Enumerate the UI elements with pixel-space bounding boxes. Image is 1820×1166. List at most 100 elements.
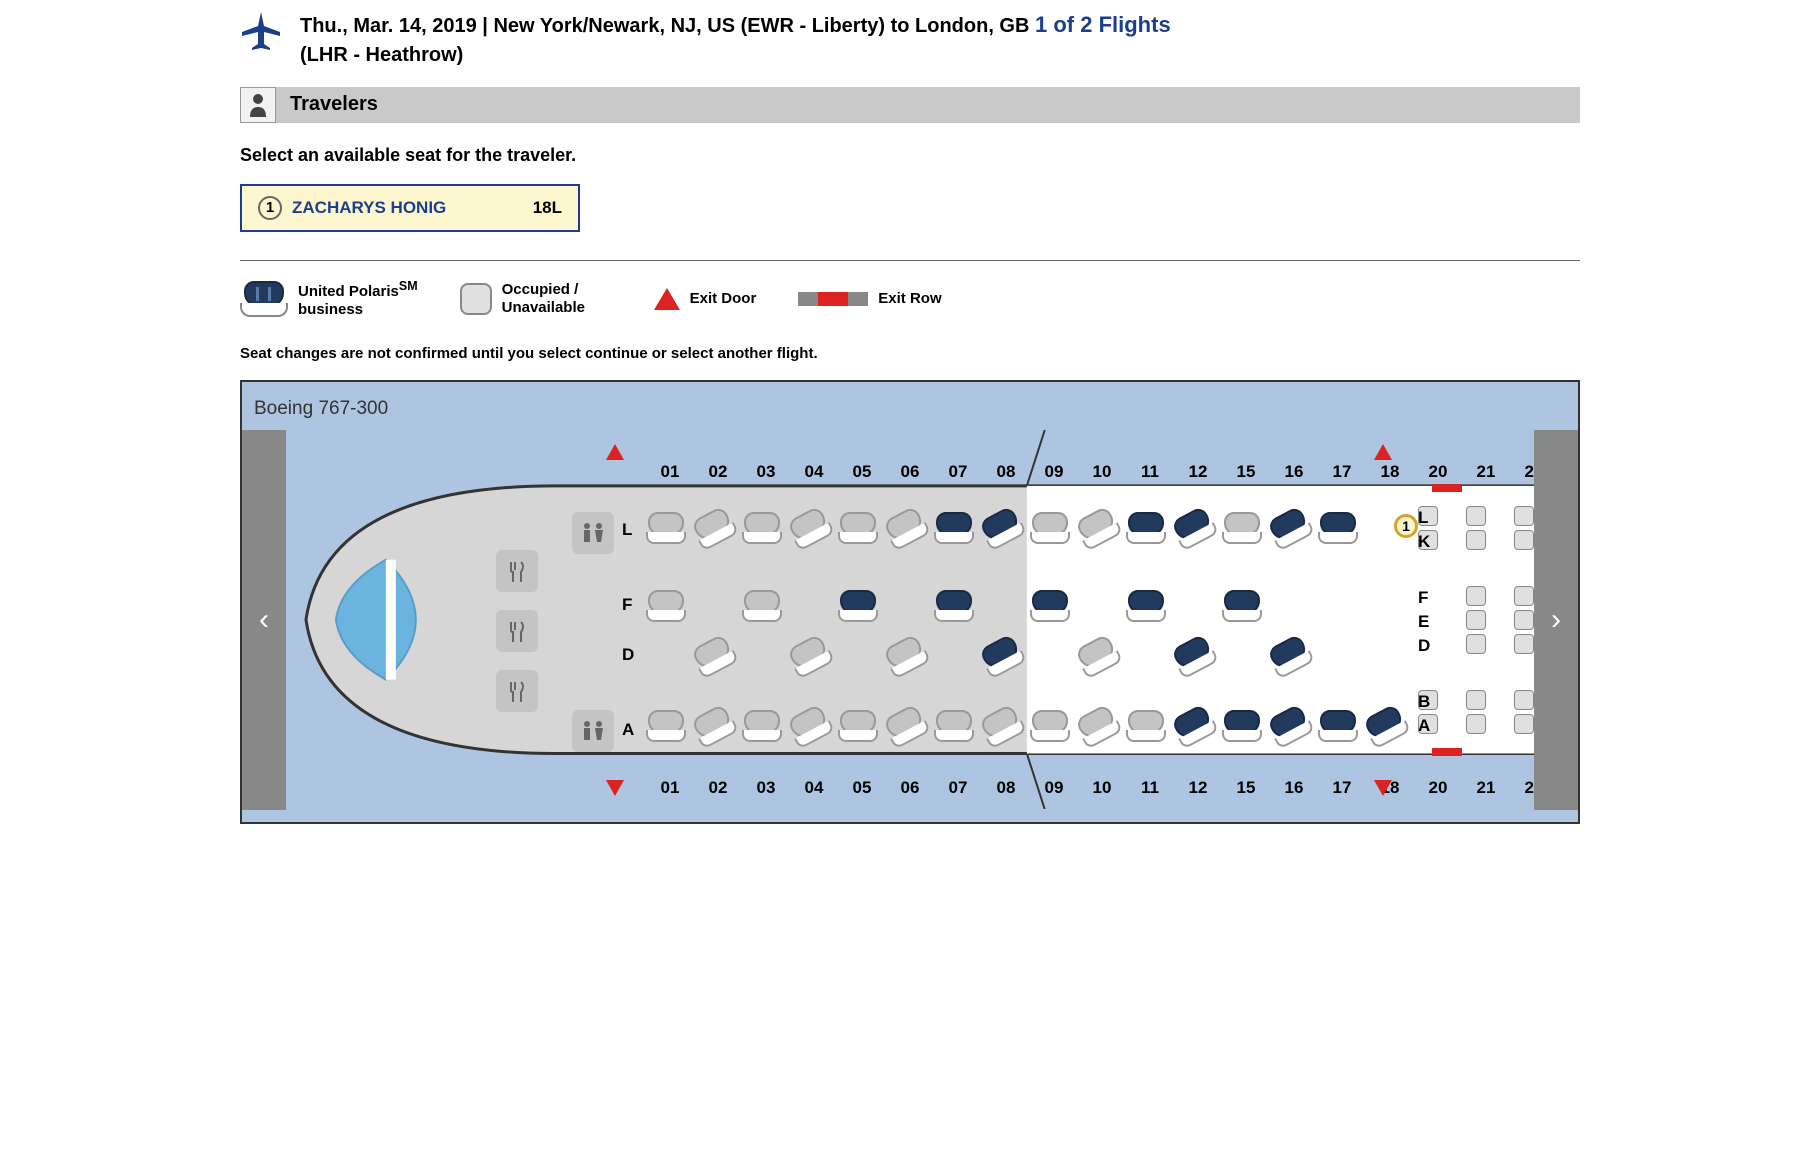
airplane-icon <box>240 10 282 52</box>
travelers-section-header: Travelers <box>240 87 1580 123</box>
exit-door-marker <box>1374 444 1392 460</box>
economy-seat[interactable] <box>1466 714 1486 734</box>
economy-seat[interactable] <box>1514 690 1534 710</box>
polaris-seat <box>742 710 782 742</box>
exit-door-marker <box>606 780 624 796</box>
column-label: 02 <box>694 462 742 482</box>
economy-seat[interactable] <box>1514 634 1534 654</box>
polaris-seat <box>1030 710 1070 742</box>
column-label: 09 <box>1030 462 1078 482</box>
exit-door-marker <box>1374 780 1392 796</box>
economy-seat[interactable] <box>1514 530 1534 550</box>
column-label: 01 <box>646 462 694 482</box>
person-icon <box>248 93 268 117</box>
seatmap-scroll-right[interactable]: › <box>1534 430 1578 810</box>
fuselage-outline <box>286 430 1534 809</box>
polaris-seat[interactable] <box>934 512 974 544</box>
polaris-seat[interactable] <box>838 590 878 622</box>
row-label: L <box>1418 508 1428 528</box>
column-label: 10 <box>1078 778 1126 798</box>
polaris-seat[interactable] <box>1126 590 1166 622</box>
column-label: 20 <box>1414 462 1462 482</box>
column-label: 06 <box>886 778 934 798</box>
selected-seat-marker[interactable]: 1 <box>1394 514 1418 538</box>
polaris-seat[interactable] <box>1318 512 1358 544</box>
column-label: 05 <box>838 462 886 482</box>
seat-legend: United PolarisSMbusiness Occupied / Unav… <box>240 279 1580 319</box>
column-label: 04 <box>790 778 838 798</box>
column-label: 21 <box>1462 462 1510 482</box>
column-label: 18 <box>1366 462 1414 482</box>
polaris-seat[interactable] <box>1222 710 1262 742</box>
column-label: 09 <box>1030 778 1078 798</box>
column-label: 12 <box>1174 462 1222 482</box>
column-label: 15 <box>1222 778 1270 798</box>
exit-row-icon <box>798 292 868 306</box>
row-label: A <box>1418 716 1430 736</box>
economy-seat[interactable] <box>1466 586 1486 606</box>
economy-seat[interactable] <box>1514 610 1534 630</box>
column-label: 17 <box>1318 778 1366 798</box>
column-label: 08 <box>982 778 1030 798</box>
polaris-seat <box>1126 710 1166 742</box>
occupied-seat-icon <box>460 283 492 315</box>
polaris-seat[interactable] <box>1318 710 1358 742</box>
column-label: 06 <box>886 462 934 482</box>
column-label: 10 <box>1078 462 1126 482</box>
traveler-seat: 18L <box>533 198 562 218</box>
economy-seat[interactable] <box>1514 586 1534 606</box>
row-label: A <box>622 720 634 740</box>
economy-seat[interactable] <box>1514 506 1534 526</box>
exit-door-marker <box>606 444 624 460</box>
polaris-seat[interactable] <box>1126 512 1166 544</box>
legend-exit-row: Exit Row <box>878 290 941 308</box>
row-label: D <box>622 645 634 665</box>
polaris-seat <box>838 710 878 742</box>
galley-icon <box>496 610 538 652</box>
traveler-card[interactable]: 1 ZACHARYS HONIG 18L <box>240 184 580 232</box>
column-label: 05 <box>838 778 886 798</box>
row-label: F <box>622 595 632 615</box>
economy-seat[interactable] <box>1466 530 1486 550</box>
column-label: 20 <box>1414 778 1462 798</box>
column-label: 03 <box>742 778 790 798</box>
column-label: 02 <box>694 778 742 798</box>
column-label: 11 <box>1126 778 1174 798</box>
column-label: 04 <box>790 462 838 482</box>
row-label: D <box>1418 636 1430 656</box>
polaris-seat <box>838 512 878 544</box>
column-label: 17 <box>1318 462 1366 482</box>
economy-seat[interactable] <box>1514 714 1534 734</box>
economy-seat[interactable] <box>1466 690 1486 710</box>
column-label: 11 <box>1126 462 1174 482</box>
exit-row-marker <box>1432 484 1462 492</box>
polaris-seat <box>1222 512 1262 544</box>
seatmap-viewport[interactable]: 0101020203030404050506060707080809091010… <box>286 430 1534 810</box>
polaris-seat[interactable] <box>934 590 974 622</box>
polaris-seat <box>742 590 782 622</box>
column-label: 15 <box>1222 462 1270 482</box>
row-label: F <box>1418 588 1428 608</box>
confirm-note: Seat changes are not confirmed until you… <box>240 345 1580 362</box>
polaris-seat <box>646 590 686 622</box>
row-label: L <box>622 520 632 540</box>
polaris-seat[interactable] <box>1030 590 1070 622</box>
economy-seat[interactable] <box>1466 506 1486 526</box>
column-label: 03 <box>742 462 790 482</box>
polaris-seat[interactable] <box>1222 590 1262 622</box>
column-label: 16 <box>1270 778 1318 798</box>
column-label: 12 <box>1174 778 1222 798</box>
economy-seat[interactable] <box>1466 610 1486 630</box>
column-label: 16 <box>1270 462 1318 482</box>
exit-door-icon <box>654 288 680 310</box>
legend-polaris: United PolarisSMbusiness <box>298 279 418 319</box>
column-label: 08 <box>982 462 1030 482</box>
polaris-seat <box>646 710 686 742</box>
galley-icon <box>496 670 538 712</box>
column-label: 22 <box>1510 462 1534 482</box>
seatmap-scroll-left[interactable]: ‹ <box>242 430 286 810</box>
select-seat-instruction: Select an available seat for the travele… <box>240 145 1580 166</box>
economy-seat[interactable] <box>1466 634 1486 654</box>
column-label: 07 <box>934 462 982 482</box>
lavatory-icon <box>572 710 614 752</box>
